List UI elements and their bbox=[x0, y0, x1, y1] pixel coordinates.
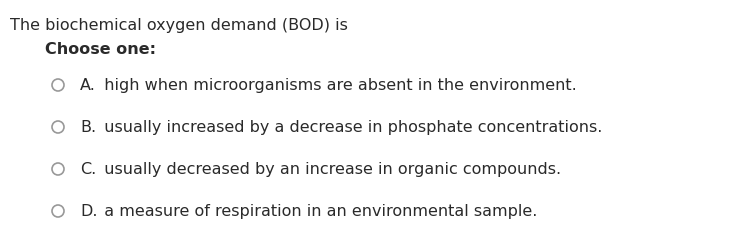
Text: a measure of respiration in an environmental sample.: a measure of respiration in an environme… bbox=[94, 203, 538, 218]
Text: high when microorganisms are absent in the environment.: high when microorganisms are absent in t… bbox=[94, 78, 577, 93]
Text: C.: C. bbox=[80, 161, 96, 176]
Text: Choose one:: Choose one: bbox=[45, 42, 156, 57]
Text: The biochemical oxygen demand (BOD) is: The biochemical oxygen demand (BOD) is bbox=[10, 18, 348, 33]
Text: D.: D. bbox=[80, 203, 98, 218]
Text: B.: B. bbox=[80, 119, 96, 135]
Text: usually decreased by an increase in organic compounds.: usually decreased by an increase in orga… bbox=[94, 161, 561, 176]
Text: usually increased by a decrease in phosphate concentrations.: usually increased by a decrease in phosp… bbox=[94, 119, 602, 135]
Text: A.: A. bbox=[80, 78, 96, 93]
